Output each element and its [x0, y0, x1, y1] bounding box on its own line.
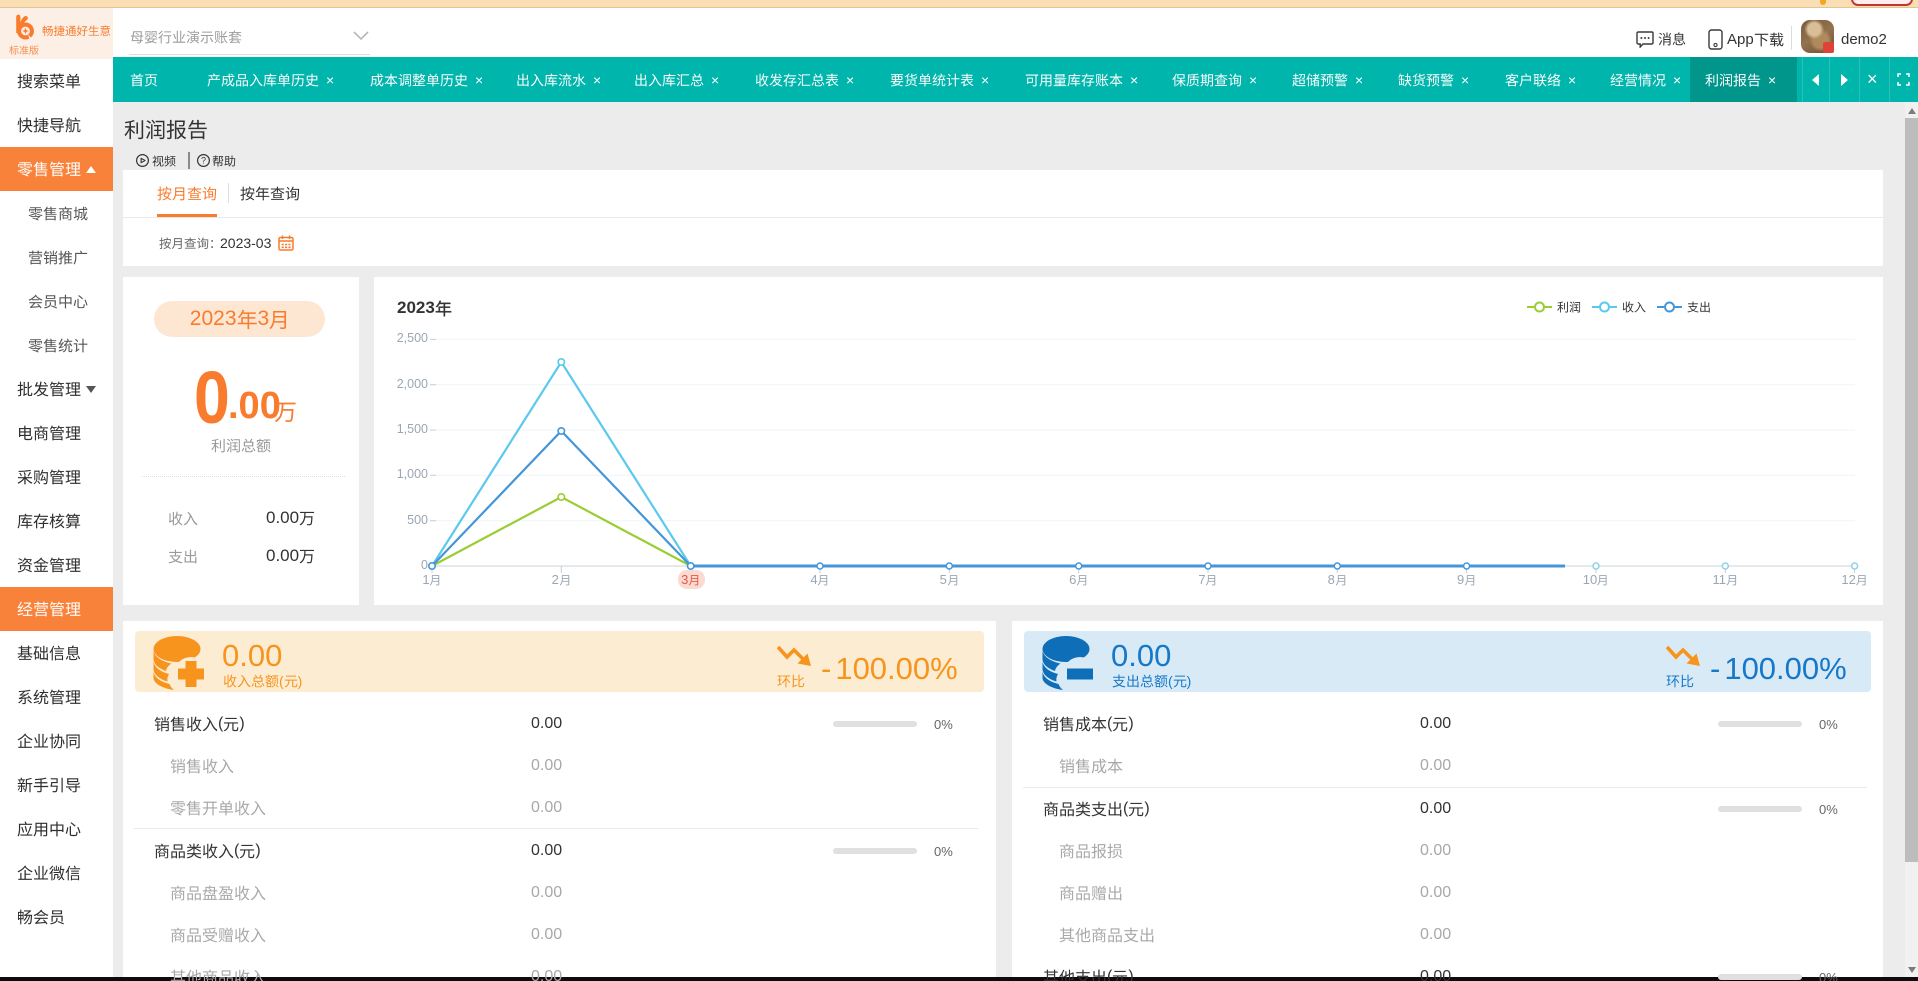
svg-text:?: ? [201, 156, 206, 166]
